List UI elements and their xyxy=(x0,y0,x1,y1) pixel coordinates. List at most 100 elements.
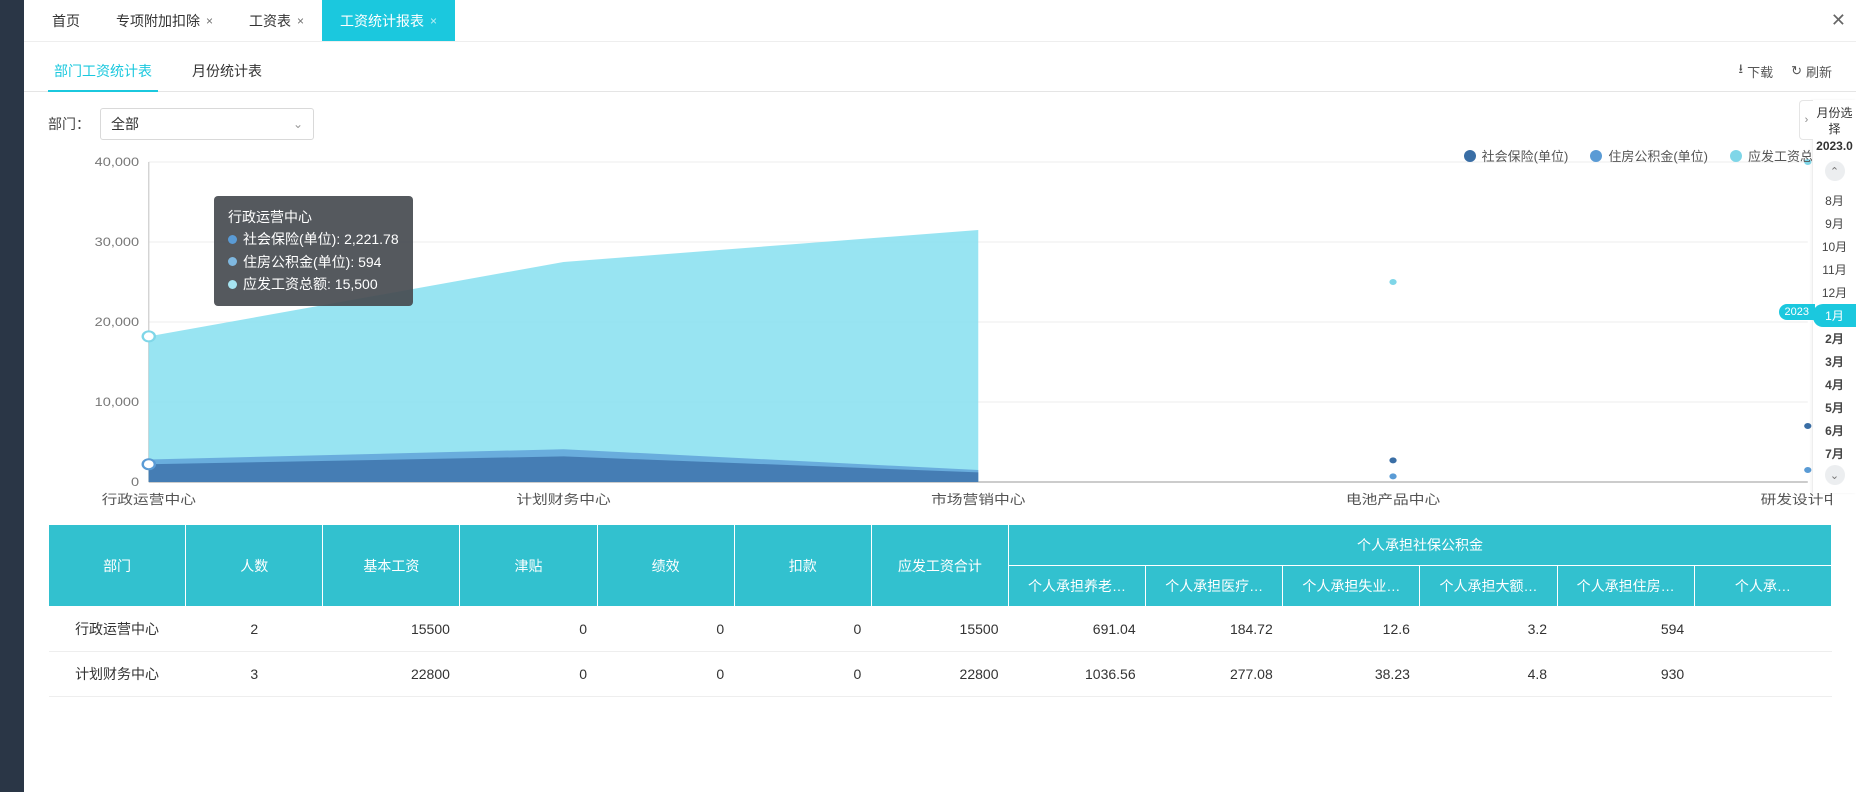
sub-tabs: 部门工资统计表月份统计表 ⭳ 下载 ↻ 刷新 xyxy=(24,52,1856,92)
month-item[interactable]: 20231月 xyxy=(1813,304,1856,327)
nav-tab[interactable]: 工资表× xyxy=(231,0,322,41)
svg-text:市场营销中心: 市场营销中心 xyxy=(931,492,1025,507)
close-all-icon[interactable]: ✕ xyxy=(1831,10,1846,31)
svg-text:0: 0 xyxy=(131,475,139,489)
table-cell: 1036.56 xyxy=(1008,652,1145,697)
month-item[interactable]: 6月 xyxy=(1813,419,1856,442)
table-header: 个人承担失业… xyxy=(1283,566,1420,607)
table-cell: 691.04 xyxy=(1008,607,1145,652)
table-cell: 930 xyxy=(1557,652,1694,697)
table-header: 个人承… xyxy=(1694,566,1831,607)
svg-text:计划财务中心: 计划财务中心 xyxy=(516,492,610,507)
table-cell: 38.23 xyxy=(1283,652,1420,697)
legend-item[interactable]: 住房公积金(单位) xyxy=(1590,146,1708,165)
month-selector-panel: › 月份选择2023.0⌃8月9月10月11月12月20231月2月3月4月5月… xyxy=(1812,100,1856,493)
table-cell: 15500 xyxy=(871,607,1008,652)
table-cell: 0 xyxy=(734,607,871,652)
month-item[interactable]: 7月 xyxy=(1813,442,1856,465)
legend-dot-icon xyxy=(1730,150,1742,162)
table-cell: 12.6 xyxy=(1283,607,1420,652)
table-row: 计划财务中心322800000228001036.56277.0838.234.… xyxy=(49,652,1832,697)
dept-select-value: 全部 xyxy=(111,114,139,134)
legend-dot-icon xyxy=(1590,150,1602,162)
sub-tab[interactable]: 月份统计表 xyxy=(186,52,268,92)
month-down-icon[interactable]: ⌄ xyxy=(1825,465,1845,485)
legend-label: 住房公积金(单位) xyxy=(1608,146,1708,165)
table-cell xyxy=(1694,652,1831,697)
salary-chart: 0 10,000 20,000 30,000 40,000 行政运营中心 计划财务中心 市场营… xyxy=(64,152,1832,512)
month-item[interactable]: 9月 xyxy=(1813,212,1856,235)
table-cell: 行政运营中心 xyxy=(49,607,186,652)
table-cell: 0 xyxy=(597,607,734,652)
month-item[interactable]: 5月 xyxy=(1813,396,1856,419)
download-label: 下载 xyxy=(1747,62,1773,81)
table-header: 应发工资合计 xyxy=(871,525,1008,607)
svg-text:30,000: 30,000 xyxy=(95,235,139,249)
table-cell: 184.72 xyxy=(1146,607,1283,652)
month-panel-year: 2023.0 xyxy=(1816,139,1853,153)
table-header: 基本工资 xyxy=(323,525,460,607)
legend-item[interactable]: 社会保险(单位) xyxy=(1464,146,1569,165)
month-item[interactable]: 10月 xyxy=(1813,235,1856,258)
sub-tab[interactable]: 部门工资统计表 xyxy=(48,52,158,92)
svg-text:行政运营中心: 行政运营中心 xyxy=(102,492,196,507)
refresh-label: 刷新 xyxy=(1806,62,1832,81)
left-nav-rail xyxy=(0,0,24,792)
table-header: 扣款 xyxy=(734,525,871,607)
close-icon[interactable]: × xyxy=(430,14,437,28)
svg-text:研发设计中心: 研发设计中心 xyxy=(1761,492,1832,507)
table-group-header: 个人承担社保公积金 xyxy=(1008,525,1831,566)
month-item[interactable]: 12月 xyxy=(1813,281,1856,304)
month-item[interactable]: 3月 xyxy=(1813,350,1856,373)
nav-tab[interactable]: 首页 xyxy=(34,0,98,41)
table-cell xyxy=(1694,607,1831,652)
month-panel-title: 月份选择 xyxy=(1813,106,1856,137)
table-cell: 3.2 xyxy=(1420,607,1557,652)
month-up-icon[interactable]: ⌃ xyxy=(1825,161,1845,181)
table-header: 个人承担大额… xyxy=(1420,566,1557,607)
table-header: 人数 xyxy=(186,525,323,607)
dept-filter-label: 部门： xyxy=(48,114,90,134)
legend-dot-icon xyxy=(1464,150,1476,162)
table-header: 绩效 xyxy=(597,525,734,607)
table-cell: 594 xyxy=(1557,607,1694,652)
refresh-button[interactable]: ↻ 刷新 xyxy=(1791,60,1832,82)
legend-label: 社会保险(单位) xyxy=(1482,146,1569,165)
nav-tabs-bar: 首页专项附加扣除×工资表×工资统计报表× ✕ xyxy=(24,0,1856,42)
table-cell: 0 xyxy=(734,652,871,697)
table-row: 行政运营中心21550000015500691.04184.7212.63.25… xyxy=(49,607,1832,652)
table-cell: 22800 xyxy=(323,652,460,697)
chart-legend: 社会保险(单位)住房公积金(单位)应发工资总额 xyxy=(1464,146,1826,165)
month-item[interactable]: 2月 xyxy=(1813,327,1856,350)
nav-tab[interactable]: 专项附加扣除× xyxy=(98,0,231,41)
month-item[interactable]: 11月 xyxy=(1813,258,1856,281)
download-button[interactable]: ⭳ 下载 xyxy=(1739,60,1774,82)
svg-text:40,000: 40,000 xyxy=(95,155,139,169)
month-item[interactable]: 8月 xyxy=(1813,189,1856,212)
year-badge: 2023 xyxy=(1779,304,1815,320)
table-cell: 0 xyxy=(460,607,597,652)
table-cell: 22800 xyxy=(871,652,1008,697)
nav-tab[interactable]: 工资统计报表× xyxy=(322,0,455,41)
dept-select[interactable]: 全部 ⌄ xyxy=(100,108,314,140)
panel-collapse-icon[interactable]: › xyxy=(1799,100,1813,140)
close-icon[interactable]: × xyxy=(206,14,213,28)
svg-text:20,000: 20,000 xyxy=(95,315,139,329)
table-cell: 计划财务中心 xyxy=(49,652,186,697)
table-cell: 2 xyxy=(186,607,323,652)
chevron-down-icon: ⌄ xyxy=(293,117,303,131)
table-header: 个人承担养老… xyxy=(1008,566,1145,607)
salary-table: 部门人数基本工资津贴绩效扣款应发工资合计个人承担社保公积金个人承担养老…个人承担… xyxy=(48,524,1832,697)
table-cell: 277.08 xyxy=(1146,652,1283,697)
close-icon[interactable]: × xyxy=(297,14,304,28)
table-header: 个人承担住房… xyxy=(1557,566,1694,607)
table-cell: 15500 xyxy=(323,607,460,652)
table-cell: 4.8 xyxy=(1420,652,1557,697)
month-item[interactable]: 4月 xyxy=(1813,373,1856,396)
table-cell: 3 xyxy=(186,652,323,697)
svg-text:电池产品中心: 电池产品中心 xyxy=(1346,492,1440,507)
table-cell: 0 xyxy=(460,652,597,697)
svg-text:10,000: 10,000 xyxy=(95,395,139,409)
table-header: 部门 xyxy=(49,525,186,607)
table-header: 个人承担医疗… xyxy=(1146,566,1283,607)
